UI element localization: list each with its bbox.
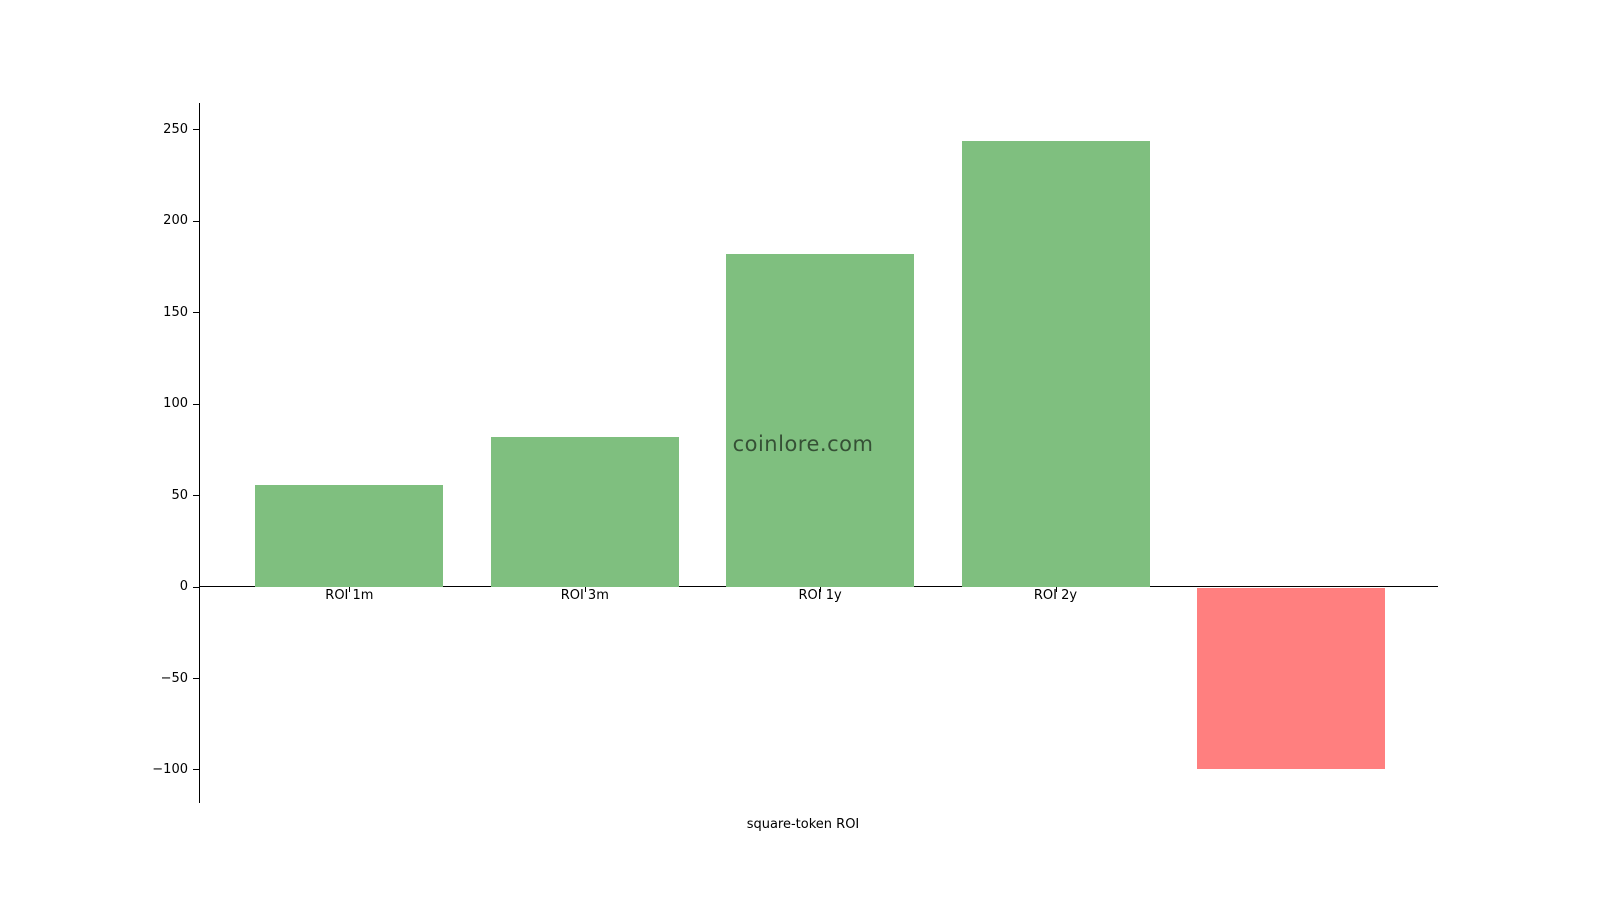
y-tick-label: 250: [163, 121, 188, 137]
y-tick-mark: [193, 586, 200, 588]
y-tick-label: −50: [160, 670, 188, 686]
chart-title: square-token ROI: [746, 817, 860, 832]
x-tick-label: ROI 1m: [325, 587, 374, 603]
x-tick-mark: [349, 587, 351, 592]
y-tick-mark: [193, 403, 200, 405]
x-tick-mark: [584, 587, 586, 592]
y-tick-label: 50: [171, 487, 188, 503]
x-tick-label: ROI 3m: [560, 587, 609, 603]
chart-bar-roi-2y: [961, 140, 1150, 587]
y-tick-mark: [193, 495, 200, 496]
chart-bar-roi-1m: [255, 484, 444, 587]
x-tick-label: ROI 1y: [798, 587, 842, 603]
y-tick-label: 0: [179, 579, 188, 594]
y-tick-label: 150: [163, 304, 188, 320]
y-tick-mark: [193, 129, 200, 131]
y-tick-mark: [193, 220, 200, 222]
y-tick-mark: [193, 312, 200, 314]
y-axis-line: [199, 103, 200, 803]
chart-bar-roi-3m: [490, 437, 679, 587]
chart-bar-unlabeled: [1196, 588, 1385, 770]
watermark: coinlore.com: [732, 432, 874, 456]
y-tick-label: 100: [163, 396, 188, 412]
y-tick-mark: [193, 769, 200, 771]
x-tick-mark: [1055, 587, 1057, 592]
chart-bar-roi-1y: [726, 254, 915, 587]
x-tick-label: ROI 2y: [1033, 587, 1078, 603]
x-tick-mark: [820, 587, 822, 592]
y-tick-label: 200: [163, 213, 188, 229]
y-tick-mark: [193, 678, 200, 679]
y-tick-label: −100: [152, 761, 188, 777]
